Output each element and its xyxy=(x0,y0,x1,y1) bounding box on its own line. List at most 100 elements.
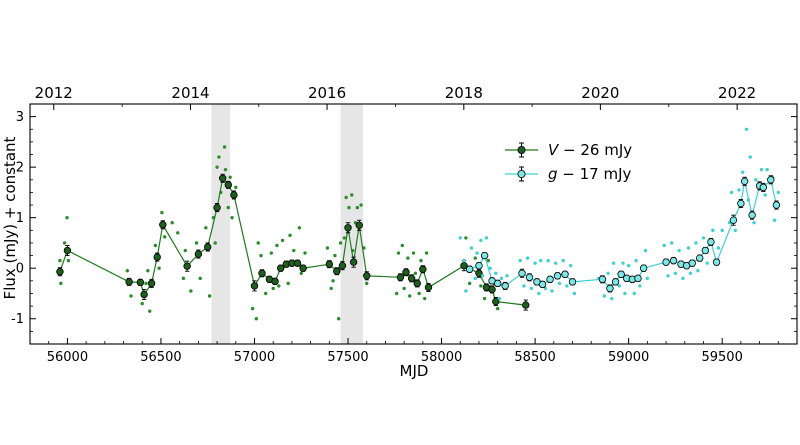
series-g-point xyxy=(475,251,479,255)
series-g-binned-marker xyxy=(767,176,775,184)
series-v-point xyxy=(423,296,427,301)
series-v-point xyxy=(194,241,199,245)
top-year-label: 2012 xyxy=(35,84,73,102)
series-g-point xyxy=(518,258,522,263)
series-g-binned-marker xyxy=(772,201,781,209)
series-g-point xyxy=(553,261,558,265)
legend-v-prefix: V xyxy=(548,141,560,159)
series-v-binned-marker xyxy=(363,272,371,280)
series-v-point xyxy=(160,210,164,215)
series-g-point xyxy=(481,274,485,278)
series-v-point xyxy=(148,309,152,313)
series-v-point xyxy=(157,266,161,270)
series-v-point xyxy=(297,226,302,230)
series-v-point xyxy=(271,286,275,291)
x-tick-label: 57500 xyxy=(327,350,368,365)
series-g-point xyxy=(539,258,543,263)
series-v-point xyxy=(417,291,421,296)
series-v-point xyxy=(464,236,468,240)
series-v-binned-marker xyxy=(338,261,347,270)
series-v-binned-marker xyxy=(218,174,227,182)
series-v-point xyxy=(259,253,263,258)
series-v-point xyxy=(408,294,412,298)
series-v-binned-marker xyxy=(213,203,221,212)
series-g-binned-marker xyxy=(617,270,625,278)
y-tick-label: 3 xyxy=(16,110,24,125)
series-v-point xyxy=(207,294,212,298)
series-v-point xyxy=(65,215,69,220)
series-v-point xyxy=(473,256,477,260)
series-g-point xyxy=(763,193,767,197)
series-g-point xyxy=(469,246,474,250)
series-v-point xyxy=(342,236,346,240)
series-g-point xyxy=(522,284,526,288)
series-v-binned-marker xyxy=(349,258,358,266)
series-g-point xyxy=(752,221,756,225)
series-v-binned-marker xyxy=(271,277,279,286)
series-v-point xyxy=(419,258,423,263)
series-g-point xyxy=(458,236,462,240)
series-v-point xyxy=(299,271,303,275)
series-v-point xyxy=(198,276,202,281)
series-g-point xyxy=(638,284,642,288)
series-g-point xyxy=(464,289,468,293)
series-g-point xyxy=(494,271,498,275)
series-v-point xyxy=(424,251,429,255)
series-v-point xyxy=(140,301,144,306)
series-v-point xyxy=(275,243,279,248)
series-g-point xyxy=(645,276,650,281)
series-v-point xyxy=(222,145,227,149)
series-v xyxy=(56,145,530,321)
series-v-binned-marker xyxy=(204,243,212,251)
series-g-binned-marker xyxy=(568,278,577,286)
series-g-point xyxy=(568,263,573,268)
series-v-binned-marker xyxy=(407,274,416,283)
x-tick-label: 59000 xyxy=(608,350,649,365)
series-v-binned-marker xyxy=(153,253,161,261)
series-g-binned-marker xyxy=(475,261,483,270)
series-v-point xyxy=(217,155,221,159)
series-v-point xyxy=(62,241,67,245)
x-tick-label: 58000 xyxy=(421,350,462,365)
series-v-binned-marker xyxy=(424,283,433,292)
series-v-point xyxy=(288,233,292,238)
series-v-binned-marker xyxy=(475,269,483,277)
shaded-regions xyxy=(211,104,363,344)
series-v-point xyxy=(411,251,416,255)
series-g-point xyxy=(479,238,483,243)
series-v-point xyxy=(280,238,285,243)
series-v-point xyxy=(223,167,228,172)
series-g-point xyxy=(765,167,769,172)
series-v-point xyxy=(413,271,418,275)
series-v-binned-marker xyxy=(402,268,410,276)
series-g-point xyxy=(694,241,698,245)
series-g-point xyxy=(462,258,466,263)
series-g-binned-marker xyxy=(493,279,502,288)
series-g-binned-marker xyxy=(501,282,509,290)
plot-area xyxy=(56,127,781,321)
legend-v-label: V − 26 mJy xyxy=(548,141,632,159)
series-g-binned-marker xyxy=(538,280,547,289)
series-g-binned-marker xyxy=(546,275,554,284)
series-v-point xyxy=(162,235,167,239)
series-g-point xyxy=(611,261,616,265)
series-g-binned-marker xyxy=(737,199,745,208)
series-v-binned-marker xyxy=(147,279,156,288)
series-g-point xyxy=(744,127,749,131)
series-g-point xyxy=(537,291,541,296)
series-g-binned-marker xyxy=(740,177,749,186)
series-v-point xyxy=(400,243,404,248)
series-v-point xyxy=(479,284,483,288)
series-v-binned-marker xyxy=(276,264,285,272)
series-g-point xyxy=(626,263,631,268)
series-g-point xyxy=(602,294,607,298)
series-v-line xyxy=(59,176,526,306)
series-v-point xyxy=(170,221,174,225)
series-g-binned-marker xyxy=(759,183,768,192)
series-g-binned-marker xyxy=(465,265,474,273)
series-g-point xyxy=(688,271,693,275)
series-v-binned-marker xyxy=(355,221,363,229)
shaded-region-2 xyxy=(340,104,363,344)
series-v-point xyxy=(181,276,186,281)
legend-g-suffix: − 17 mJy xyxy=(558,165,632,183)
